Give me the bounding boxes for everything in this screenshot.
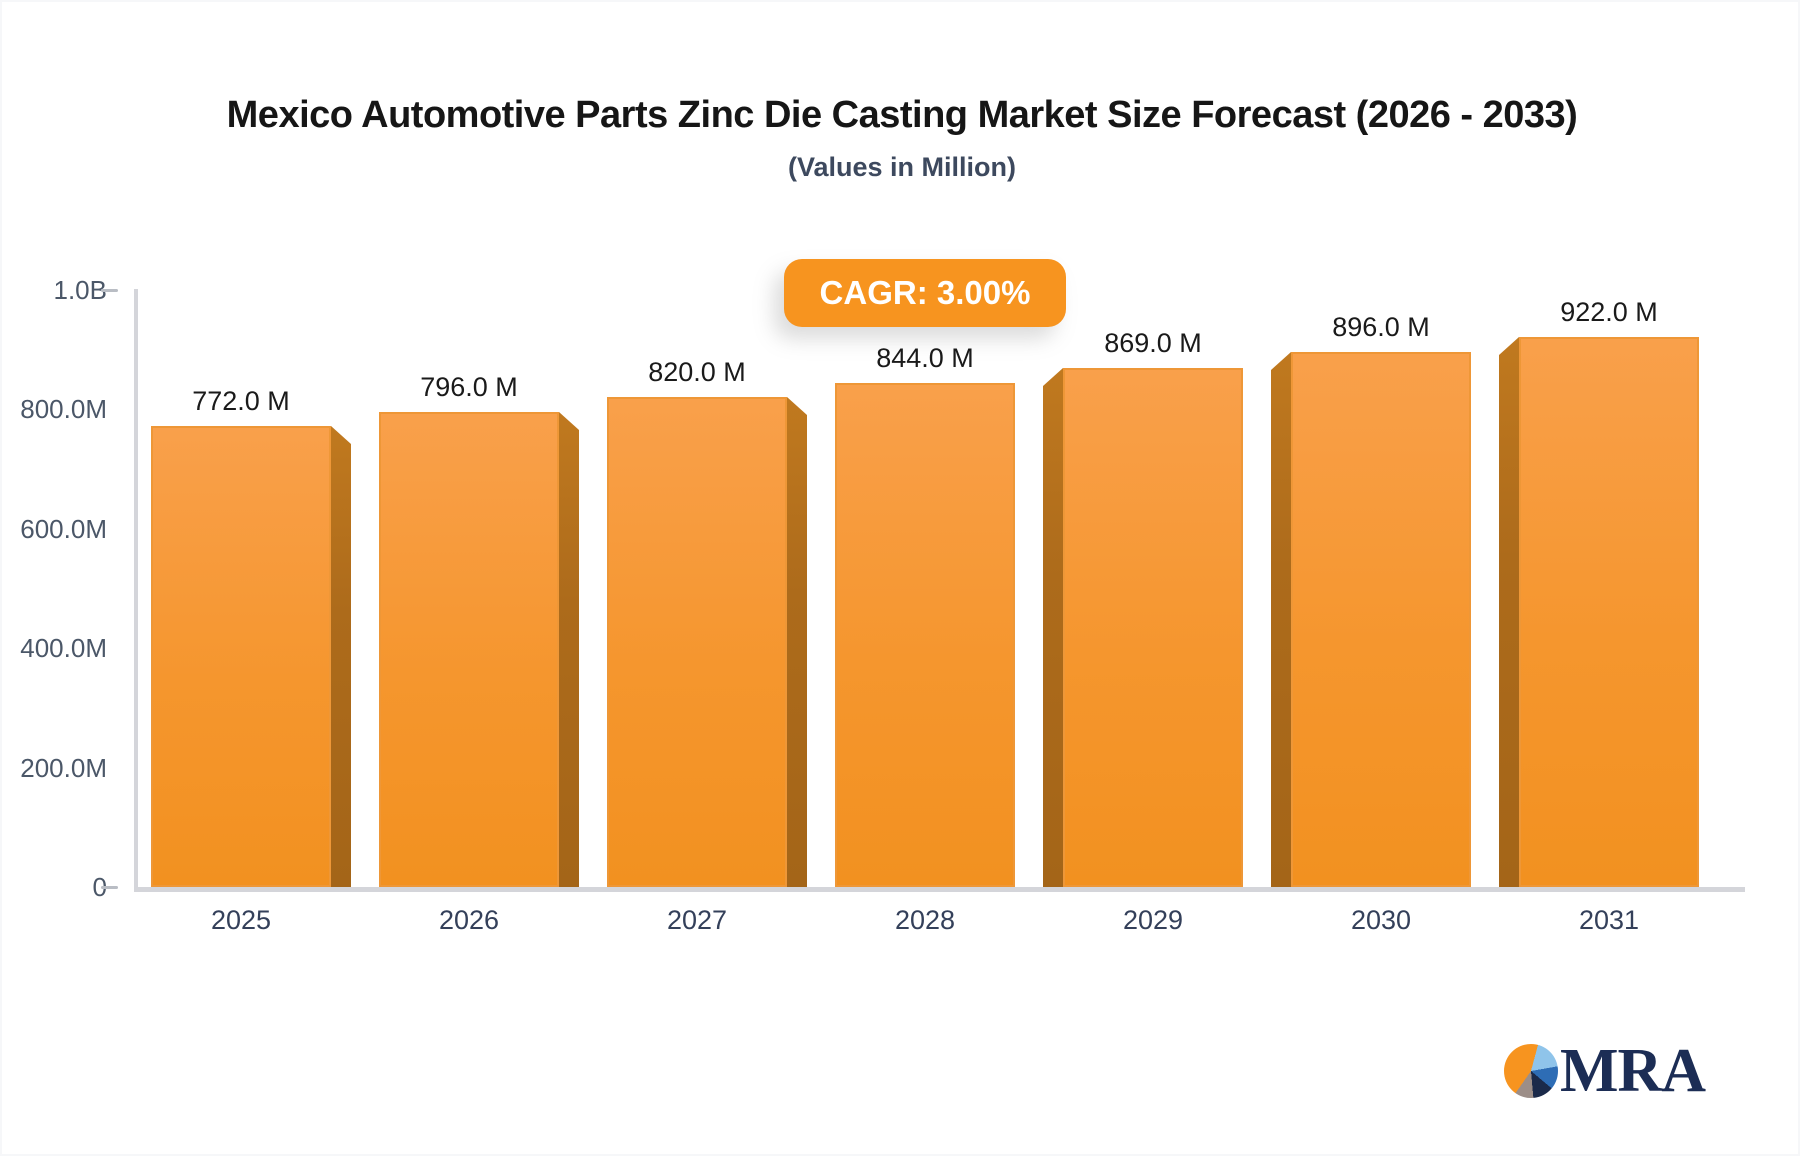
y-tick-label: 1.0B [53,275,108,305]
bar-value-label: 922.0 M [1560,297,1658,327]
y-tick-label: 200.0M [20,752,107,783]
y-tick-label: 0 [92,872,107,902]
bar[interactable] [379,412,559,887]
bar-3d-side [331,426,351,887]
x-axis-baseline [134,887,1745,892]
pie-chart-logo-icon [1504,1044,1558,1098]
bar-3d-side [787,397,807,887]
chart-title: Mexico Automotive Parts Zinc Die Casting… [226,94,1578,136]
bar-3d-side [1043,368,1063,887]
x-tick-label: 2029 [1122,905,1184,935]
y-tick-mark [101,886,118,889]
bar[interactable] [151,426,331,887]
brand-logo-text: MRA [1560,1037,1706,1105]
y-tick-label: 800.0M [20,394,107,425]
bar-value-label: 869.0 M [1104,328,1202,358]
bar-3d-side [1271,352,1291,887]
bar-value-label: 844.0 M [876,343,974,373]
bar-value-label: 796.0 M [420,372,518,402]
bar-value-label: 772.0 M [192,386,290,416]
bar[interactable] [835,383,1015,887]
bar-3d-side [1499,337,1519,887]
bar[interactable] [1291,352,1471,887]
y-axis-line [134,289,138,892]
bar-value-label: 896.0 M [1332,312,1430,342]
bar[interactable] [1519,337,1699,887]
x-tick-label: 2026 [438,905,500,935]
x-tick-label: 2031 [1578,905,1640,935]
bar[interactable] [1063,368,1243,887]
x-tick-label: 2028 [894,905,956,935]
x-tick-label: 2030 [1350,905,1412,935]
bar-3d-side [559,412,579,887]
bar-value-label: 820.0 M [648,357,746,387]
y-tick-label: 600.0M [20,513,107,544]
bar[interactable] [607,397,787,887]
y-tick-label: 400.0M [20,633,107,664]
chart-subtitle: (Values in Million) [787,152,1017,182]
x-tick-label: 2025 [210,905,272,935]
x-tick-label: 2027 [666,905,728,935]
brand-logo: MRA [1504,1037,1706,1105]
y-tick-mark [101,289,118,292]
cagr-badge: CAGR: 3.00% [784,259,1066,327]
